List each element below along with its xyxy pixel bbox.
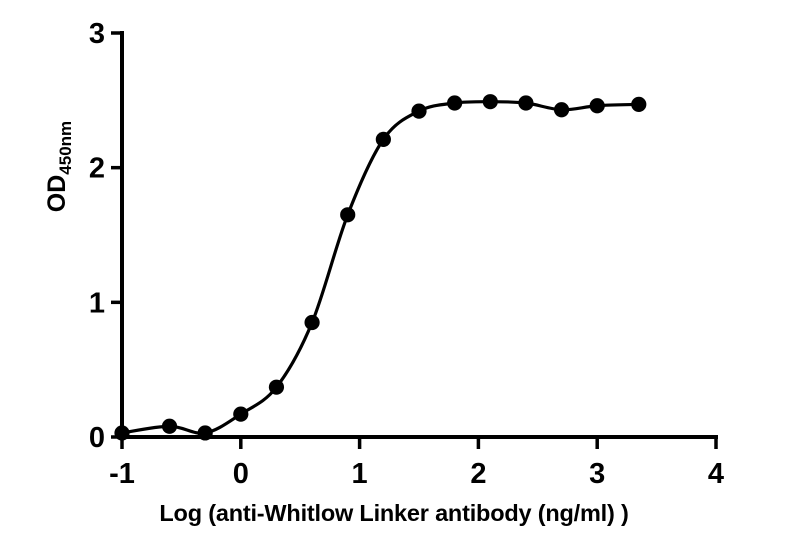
data-point-marker <box>114 425 130 441</box>
x-axis-title: Log (anti-Whitlow Linker antibody (ng/ml… <box>159 500 629 526</box>
x-axis-tick-label: 0 <box>233 458 249 490</box>
data-point-marker <box>482 94 498 110</box>
data-point-marker <box>233 406 249 422</box>
data-point-marker <box>375 131 391 147</box>
x-axis-tick-label: 3 <box>589 458 605 490</box>
data-point-marker <box>268 379 285 395</box>
data-point-marker <box>553 102 570 118</box>
x-axis-tick-label: 4 <box>708 458 724 490</box>
y-axis-tick-label: 1 <box>89 287 105 319</box>
y-axis-tick-label: 2 <box>89 153 105 185</box>
data-markers-group <box>114 94 647 441</box>
x-axis-tick-label: -1 <box>109 458 135 490</box>
axes-group <box>120 31 718 439</box>
data-point-marker <box>447 95 463 111</box>
data-point-marker <box>197 425 213 441</box>
fitted-curve <box>120 100 641 435</box>
x-axis-tick-label: 1 <box>352 458 368 490</box>
x-axis-tick-label: 2 <box>470 458 486 490</box>
data-point-marker <box>411 103 427 119</box>
y-axis-title-subscript: 450nm <box>56 120 76 175</box>
data-point-marker <box>589 98 605 114</box>
data-point-marker <box>340 207 356 223</box>
y-axis-title: OD450nm <box>14 121 75 212</box>
data-point-marker <box>631 96 647 112</box>
data-point-marker <box>304 314 320 331</box>
data-point-marker <box>518 95 534 111</box>
y-axis-tick-label: 0 <box>89 422 105 454</box>
data-curve-group <box>120 100 641 435</box>
y-axis-tick-label: 3 <box>89 18 105 50</box>
axis-ticks-group <box>111 31 718 449</box>
y-axis-title-base: OD <box>43 174 72 213</box>
data-point-marker <box>161 418 178 434</box>
